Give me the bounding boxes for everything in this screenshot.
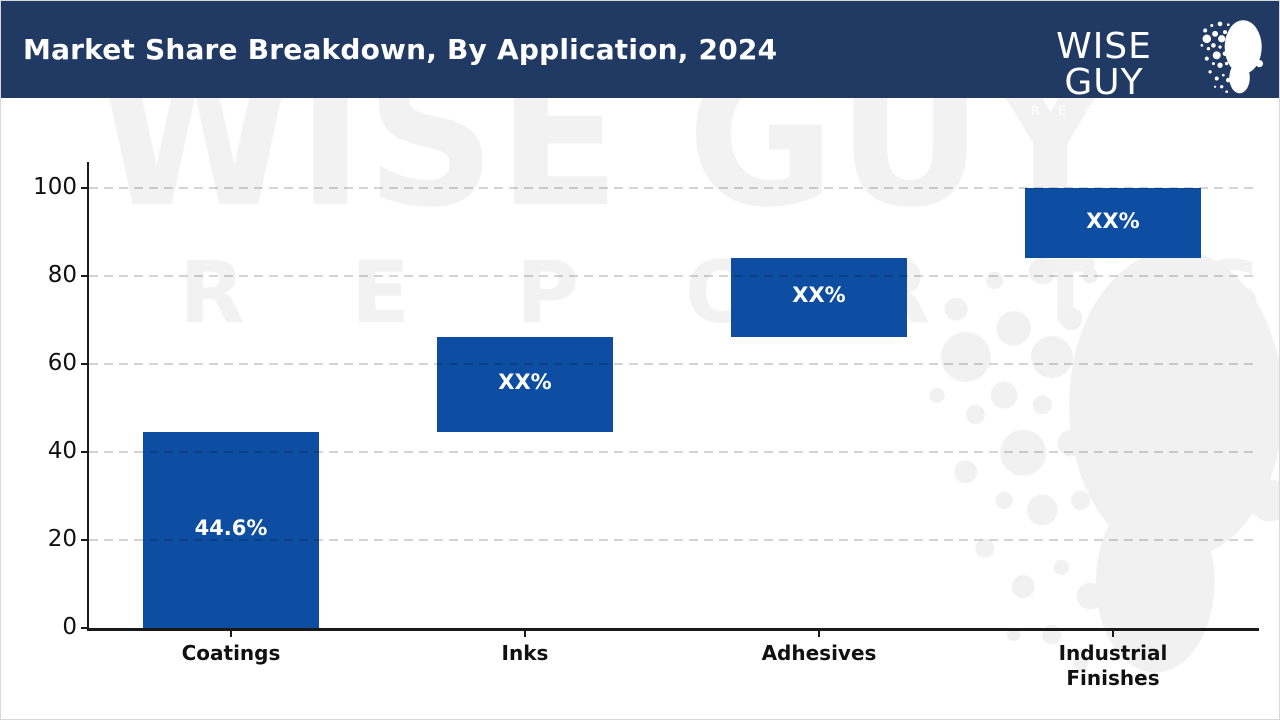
x-axis-label: Coatings <box>181 641 281 665</box>
bar-value-label: 44.6% <box>194 515 268 540</box>
y-tick-label: 40 <box>47 438 77 464</box>
x-tick <box>818 630 820 637</box>
wiseguy-logo: WISE GUY R E P O R T S <box>1015 7 1267 132</box>
y-tick-label: 0 <box>62 614 77 640</box>
bar-value-label: XX% <box>498 370 552 395</box>
x-axis-label: Industrial Finishes <box>1058 641 1168 690</box>
bar-industrial-finishes <box>1025 188 1201 258</box>
y-tick <box>81 187 88 189</box>
y-tick-label: 20 <box>47 526 77 552</box>
logo-subtitle: R E P O R T S <box>1031 104 1181 132</box>
wiseguy-face-icon <box>1200 20 1264 94</box>
x-tick <box>524 630 526 637</box>
y-tick <box>81 627 88 629</box>
watermark-text-2: R E P O R T S <box>179 243 1280 343</box>
gridline-60 <box>89 363 1259 365</box>
gridline-80 <box>89 275 1259 277</box>
y-tick-label: 80 <box>47 262 77 288</box>
bar-adhesives <box>731 257 907 338</box>
x-tick <box>1112 630 1114 637</box>
x-axis-label: Inks <box>501 641 549 665</box>
waterfall-chart: WISE GUY R E P O R T S 0 20 40 60 80 100 44.6%… <box>1 23 1280 719</box>
y-tick <box>81 363 88 365</box>
y-tick <box>81 275 88 277</box>
logo-wordmark: WISE GUY <box>1056 26 1152 103</box>
page-title: Market Share Breakdown, By Application, … <box>23 33 778 66</box>
y-axis-line <box>87 161 89 631</box>
y-tick <box>81 451 88 453</box>
gridline-20 <box>89 539 1259 541</box>
y-tick-label: 100 <box>33 174 77 200</box>
x-axis-label: Adhesives <box>761 641 877 665</box>
bar-coatings <box>143 431 319 628</box>
gridline-100 <box>89 187 1259 189</box>
gridline-40 <box>89 451 1259 453</box>
y-tick-label: 60 <box>47 350 77 376</box>
header-bar: Market Share Breakdown, By Application, … <box>1 1 1279 132</box>
x-tick <box>230 630 232 637</box>
bar-value-label: XX% <box>1086 208 1140 233</box>
x-axis-line <box>87 628 1259 631</box>
bar-value-label: XX% <box>792 283 846 308</box>
bar-inks <box>437 337 613 432</box>
y-tick <box>81 539 88 541</box>
